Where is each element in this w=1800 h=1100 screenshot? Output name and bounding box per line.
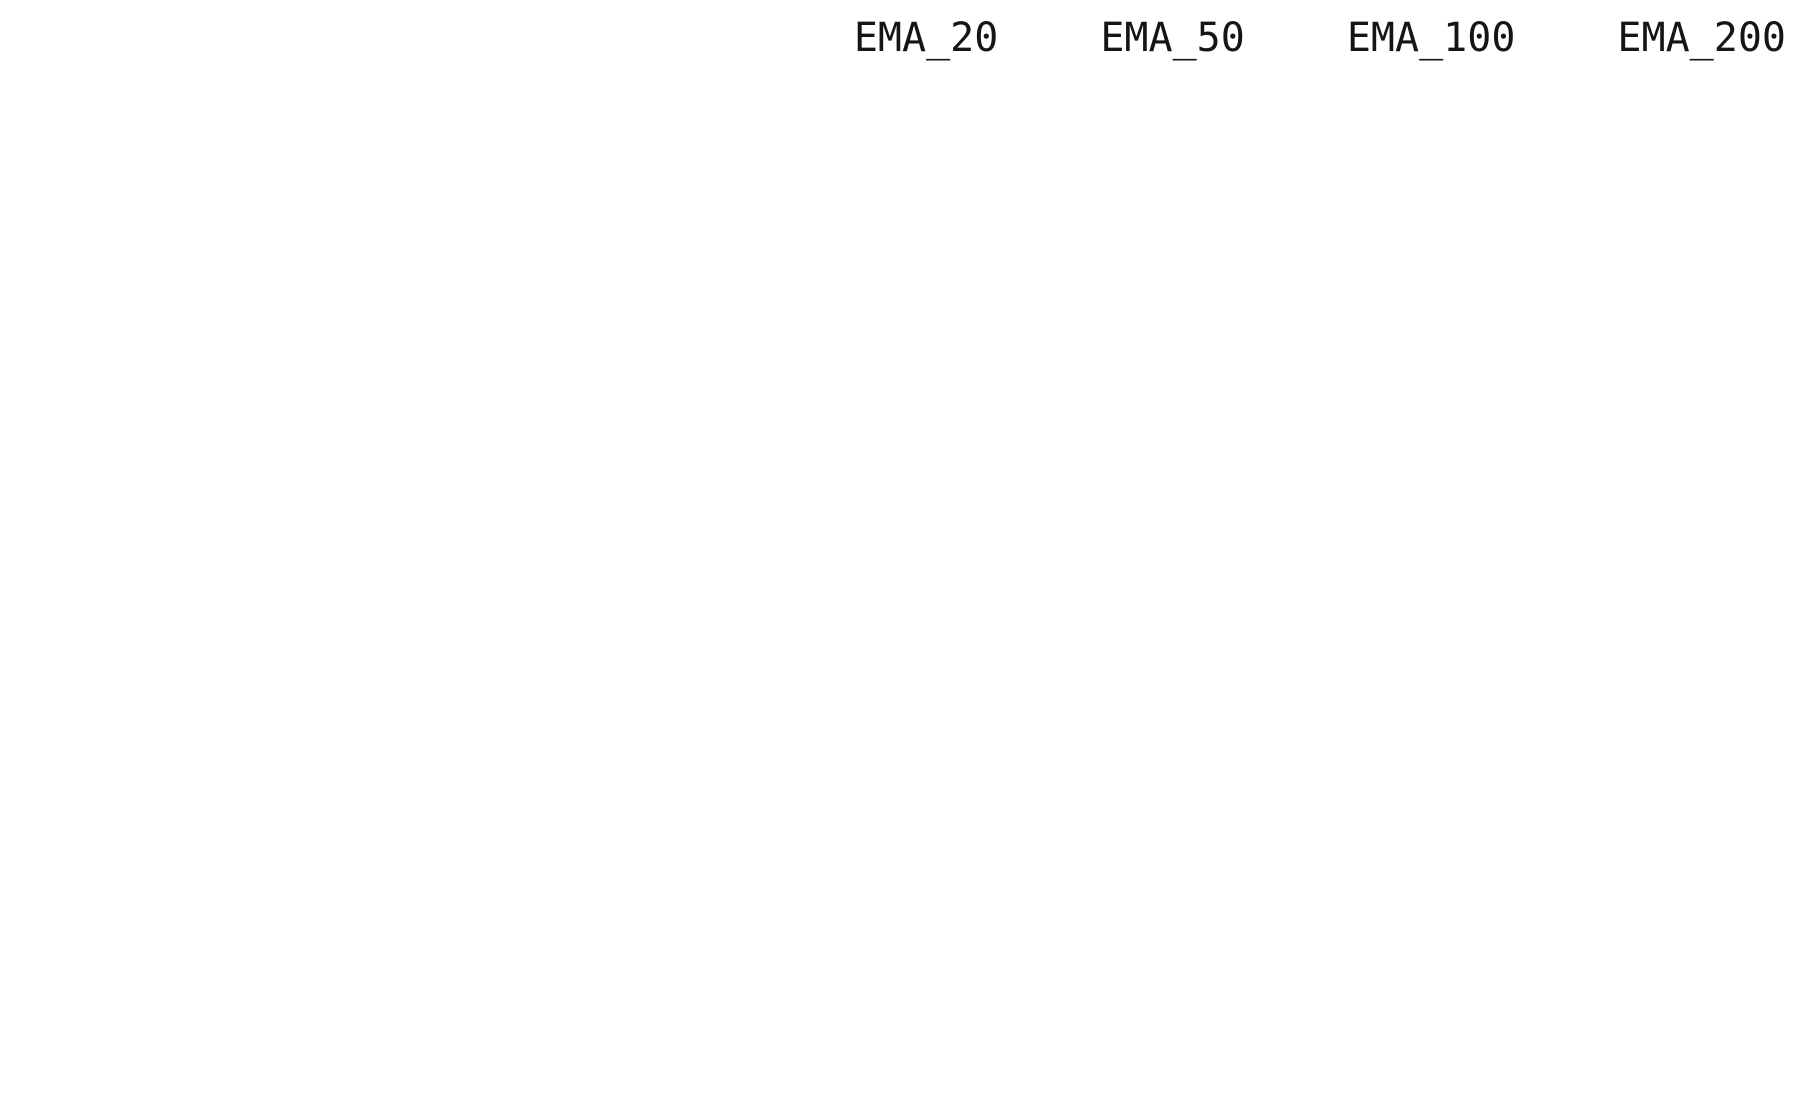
ema50-line-swatch	[1028, 35, 1086, 41]
legend-entry-ema20: EMA_20	[782, 18, 999, 58]
legend-entry-ema50: EMA_50	[1028, 18, 1245, 58]
legend-label-ema100: EMA_100	[1346, 15, 1516, 61]
ema20-line-swatch	[782, 35, 840, 41]
legend-label-ema50: EMA_50	[1100, 15, 1245, 61]
ema100-line-swatch	[1275, 35, 1333, 41]
legend-label-ema20: EMA_20	[853, 15, 999, 61]
chart-legend: EMA_20 EMA_50 EMA_100 EMA_200	[782, 12, 1786, 64]
legend-entry-ema200: EMA_200	[1545, 18, 1786, 58]
legend-label-ema200: EMA_200	[1617, 15, 1786, 61]
ema200-line-swatch	[1545, 35, 1603, 41]
legend-entry-ema100: EMA_100	[1275, 18, 1516, 58]
